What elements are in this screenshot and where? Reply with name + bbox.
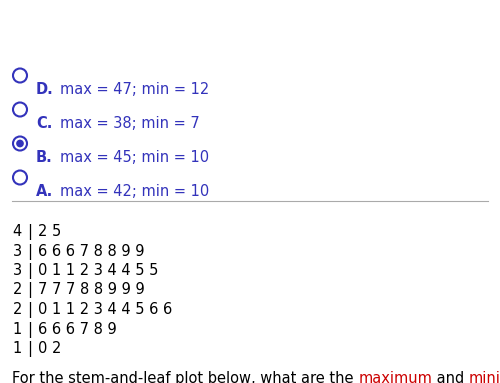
Text: A.: A. [36,185,53,200]
Text: minimum: minimum [469,371,500,383]
Text: |: | [28,302,32,318]
Text: maximum: maximum [358,371,432,383]
Text: |: | [28,224,32,240]
Text: |: | [28,341,32,357]
Text: C.: C. [36,116,52,131]
Text: |: | [28,321,32,337]
Text: |: | [28,244,32,260]
Text: |: | [28,283,32,298]
Text: B.: B. [36,151,53,165]
Text: 1: 1 [13,321,22,337]
Text: |: | [28,263,32,279]
Text: 0 1 1 2 3 4 4 5 6 6: 0 1 1 2 3 4 4 5 6 6 [38,302,172,317]
Text: 2: 2 [12,283,22,298]
Text: max = 42; min = 10: max = 42; min = 10 [60,185,209,200]
Text: 6 6 6 7 8 9: 6 6 6 7 8 9 [38,321,117,337]
Text: 1: 1 [13,341,22,356]
Text: 6 6 6 7 8 8 9 9: 6 6 6 7 8 8 9 9 [38,244,144,259]
Text: D.: D. [36,82,54,98]
Text: 2: 2 [12,302,22,317]
Text: For the stem-and-leaf plot below, what are the: For the stem-and-leaf plot below, what a… [12,371,358,383]
Text: 0 1 1 2 3 4 4 5 5: 0 1 1 2 3 4 4 5 5 [38,263,158,278]
Text: max = 47; min = 12: max = 47; min = 12 [60,82,209,98]
Text: 4: 4 [13,224,22,239]
Text: 2 5: 2 5 [38,224,61,239]
Text: max = 38; min = 7: max = 38; min = 7 [60,116,200,131]
Text: 3: 3 [13,244,22,259]
Circle shape [16,140,24,147]
Text: 0 2: 0 2 [38,341,62,356]
Text: max = 45; min = 10: max = 45; min = 10 [60,151,209,165]
Text: 7 7 7 8 8 9 9 9: 7 7 7 8 8 9 9 9 [38,283,145,298]
Text: 3: 3 [13,263,22,278]
Text: and: and [432,371,469,383]
